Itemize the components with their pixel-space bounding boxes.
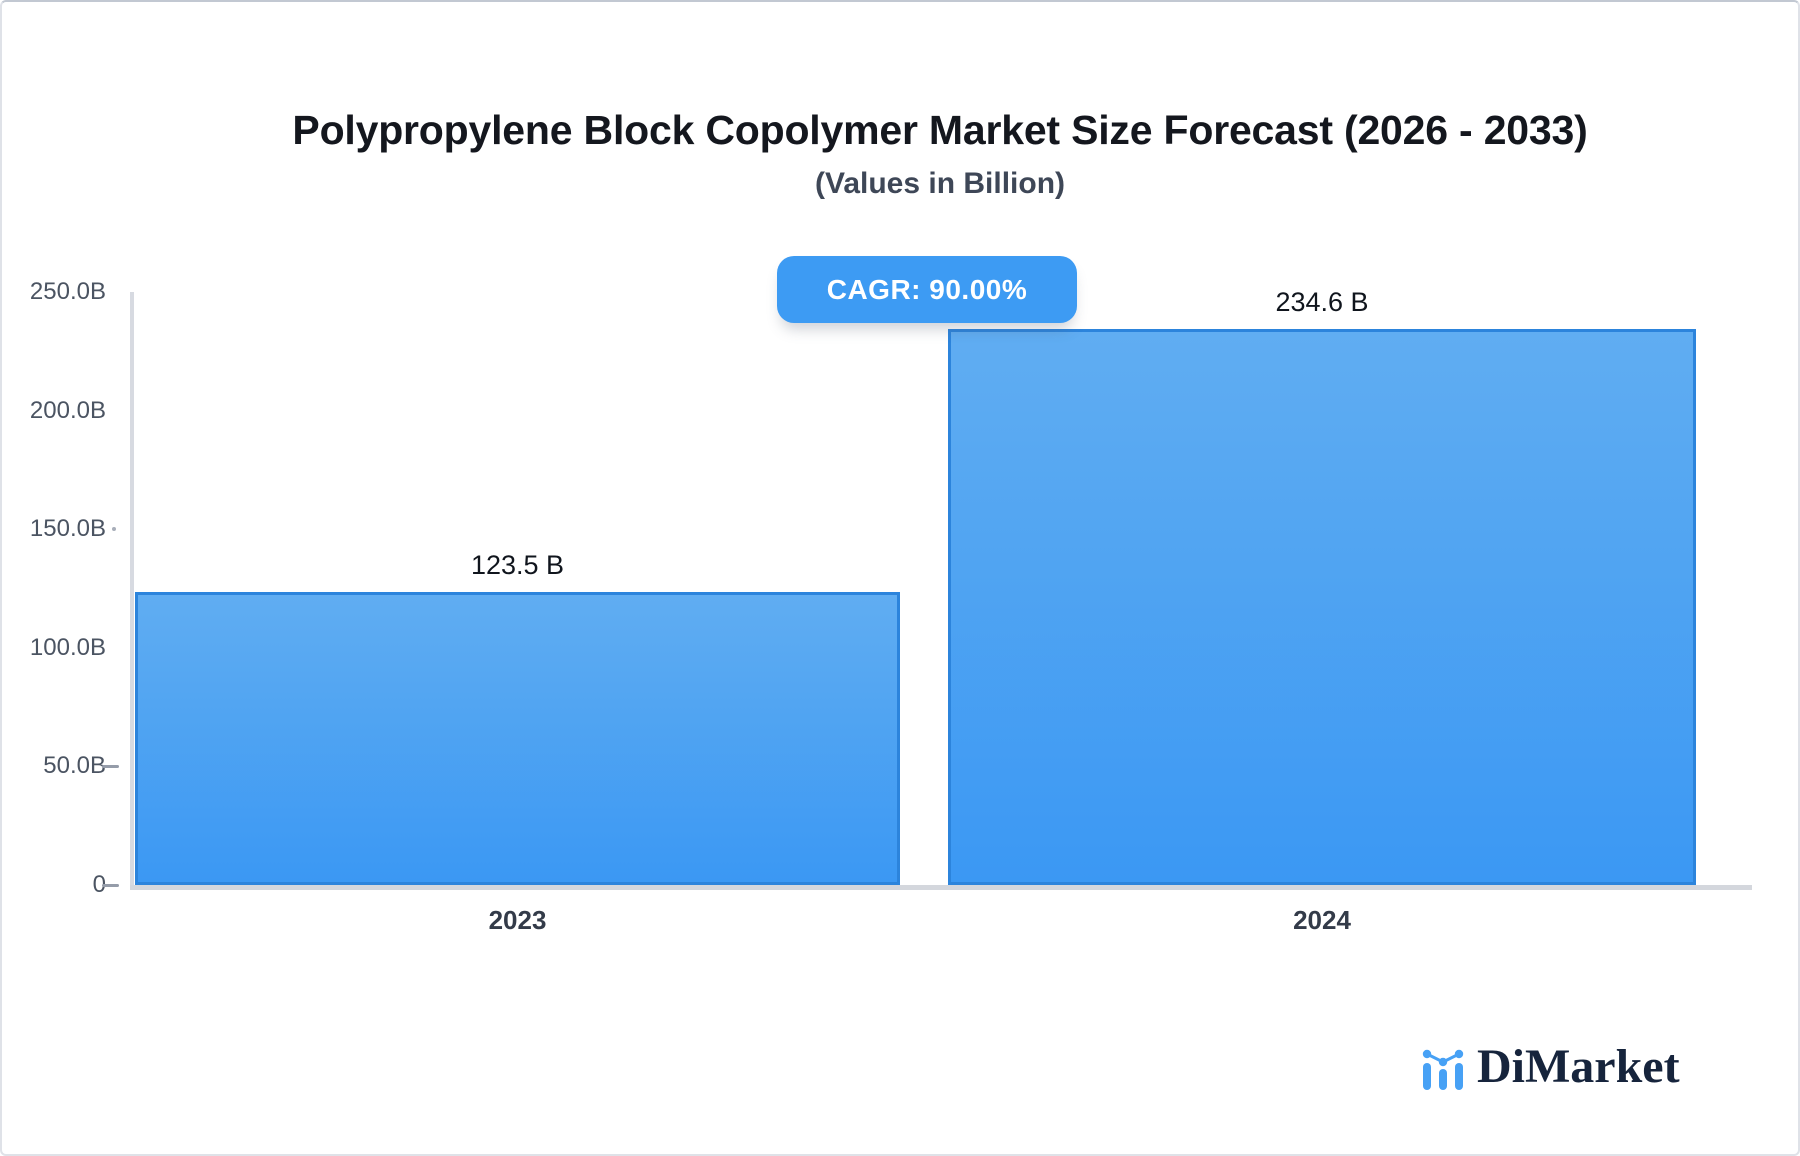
y-axis-tick-mark [112, 527, 116, 531]
bar-2024 [948, 329, 1696, 885]
x-axis-baseline [130, 885, 1752, 890]
bar-value-label-2024: 234.6 B [1275, 287, 1369, 317]
x-axis-label-2023: 2023 [488, 905, 547, 935]
cagr-badge-label: CAGR: 90.00% [826, 274, 1028, 305]
y-axis-label-150.0B: 150.0B [29, 515, 106, 542]
x-axis-label-2024: 2024 [1293, 905, 1351, 935]
brand-name: DiMarket [1477, 1040, 1680, 1093]
bar-value-label-2023: 123.5 B [470, 550, 565, 580]
y-axis-label-100.0B: 100.0B [29, 634, 106, 661]
bar-2023 [135, 592, 900, 885]
y-axis-label-0: 0 [92, 871, 106, 898]
y-axis-label-50.0B: 50.0B [43, 752, 106, 779]
y-axis-label-200.0B: 200.0B [29, 397, 106, 424]
y-axis-tick-mark [102, 765, 119, 768]
cagr-badge: CAGR: 90.00% [777, 256, 1077, 323]
y-axis-line [130, 292, 134, 885]
mini-bar-line-chart-icon [1422, 1049, 1464, 1090]
y-axis-tick-mark [102, 884, 119, 887]
brand-logo: DiMarket [1422, 1040, 1680, 1093]
y-axis-label-250.0B: 250.0B [29, 278, 106, 305]
